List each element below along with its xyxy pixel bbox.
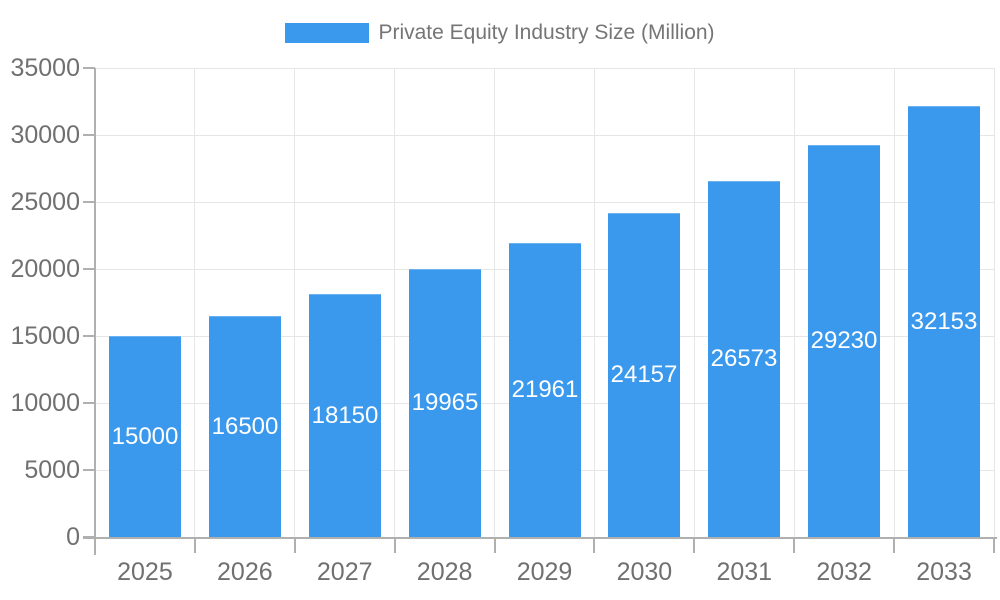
y-axis-tick [83, 335, 95, 337]
x-axis-tick [893, 537, 896, 553]
bar[interactable]: 29230 [808, 145, 880, 537]
bar[interactable]: 32153 [908, 106, 980, 537]
bar-value-label: 24157 [610, 361, 678, 388]
y-tick-label: 5000 [24, 456, 80, 484]
gridline-vertical [793, 68, 795, 537]
y-axis-tick [83, 402, 95, 404]
x-tick-label: 2025 [117, 558, 173, 586]
x-axis-tick [293, 537, 296, 553]
legend-item[interactable]: Private Equity Industry Size (Million) [285, 21, 715, 45]
y-axis-tick [83, 201, 95, 203]
y-tick-label: 30000 [10, 121, 80, 149]
x-tick-label: 2029 [516, 558, 573, 586]
y-axis-tick [83, 536, 95, 538]
x-axis-tick [993, 537, 995, 553]
bar[interactable]: 24157 [608, 213, 680, 537]
chart-legend: Private Equity Industry Size (Million) [0, 21, 1000, 45]
x-tick-label: 2031 [716, 558, 773, 586]
gridline-vertical [593, 68, 595, 537]
bar-value-label: 16500 [211, 412, 279, 440]
gridline-vertical [394, 68, 396, 537]
bar-value-label: 19965 [411, 389, 479, 416]
gridline-horizontal [95, 134, 994, 136]
y-axis-line [94, 68, 96, 555]
y-axis-tick [83, 469, 95, 471]
x-axis-tick [793, 537, 796, 553]
bar[interactable]: 19965 [409, 269, 481, 537]
y-tick-label: 15000 [10, 322, 80, 350]
gridline-vertical [993, 68, 995, 537]
bar[interactable]: 21961 [509, 243, 581, 537]
x-tick-label: 2028 [416, 558, 473, 586]
x-axis-tick [593, 537, 596, 553]
gridline-horizontal [95, 201, 994, 203]
plot-area: 15000 16500 18150 19965 21961 24157 26573 29230… [95, 67, 995, 537]
x-tick-label: 2030 [616, 558, 673, 586]
x-axis-tick [393, 537, 396, 553]
legend-swatch [285, 23, 370, 43]
y-tick-label: 35000 [10, 54, 80, 82]
y-axis-tick [83, 67, 95, 69]
y-tick-label: 20000 [10, 255, 80, 283]
gridline-vertical [194, 68, 196, 537]
x-tick-label: 2033 [916, 558, 972, 586]
bar-value-label: 26573 [710, 345, 778, 372]
y-axis-tick [83, 268, 95, 270]
x-axis-tick [193, 537, 196, 553]
gridline-vertical [693, 68, 695, 537]
bar-value-label: 21961 [511, 376, 579, 403]
bar-value-label: 15000 [111, 422, 179, 450]
gridline-horizontal [95, 67, 994, 69]
gridline-vertical [893, 68, 895, 537]
x-axis-tick [493, 537, 496, 553]
x-axis-tick [94, 537, 96, 553]
legend-label: Private Equity Industry Size (Million) [378, 21, 715, 44]
gridline-vertical [294, 68, 296, 537]
y-axis-tick [83, 134, 95, 136]
x-tick-label: 2032 [816, 558, 872, 586]
x-tick-label: 2026 [217, 558, 273, 586]
bar[interactable]: 16500 [209, 316, 281, 537]
bar-value-label: 18150 [311, 401, 379, 429]
bar[interactable]: 18150 [309, 294, 381, 537]
x-axis-tick [693, 537, 696, 553]
bar-value-label: 32153 [910, 307, 978, 335]
bar[interactable]: 15000 [109, 336, 181, 537]
bar-value-label: 29230 [810, 327, 878, 354]
y-tick-label: 0 [66, 523, 80, 551]
x-axis-line [83, 537, 997, 539]
x-tick-label: 2027 [316, 558, 373, 586]
gridline-vertical [494, 68, 496, 537]
bar[interactable]: 26573 [708, 181, 780, 537]
y-tick-label: 25000 [10, 188, 80, 216]
y-tick-label: 10000 [10, 389, 80, 417]
